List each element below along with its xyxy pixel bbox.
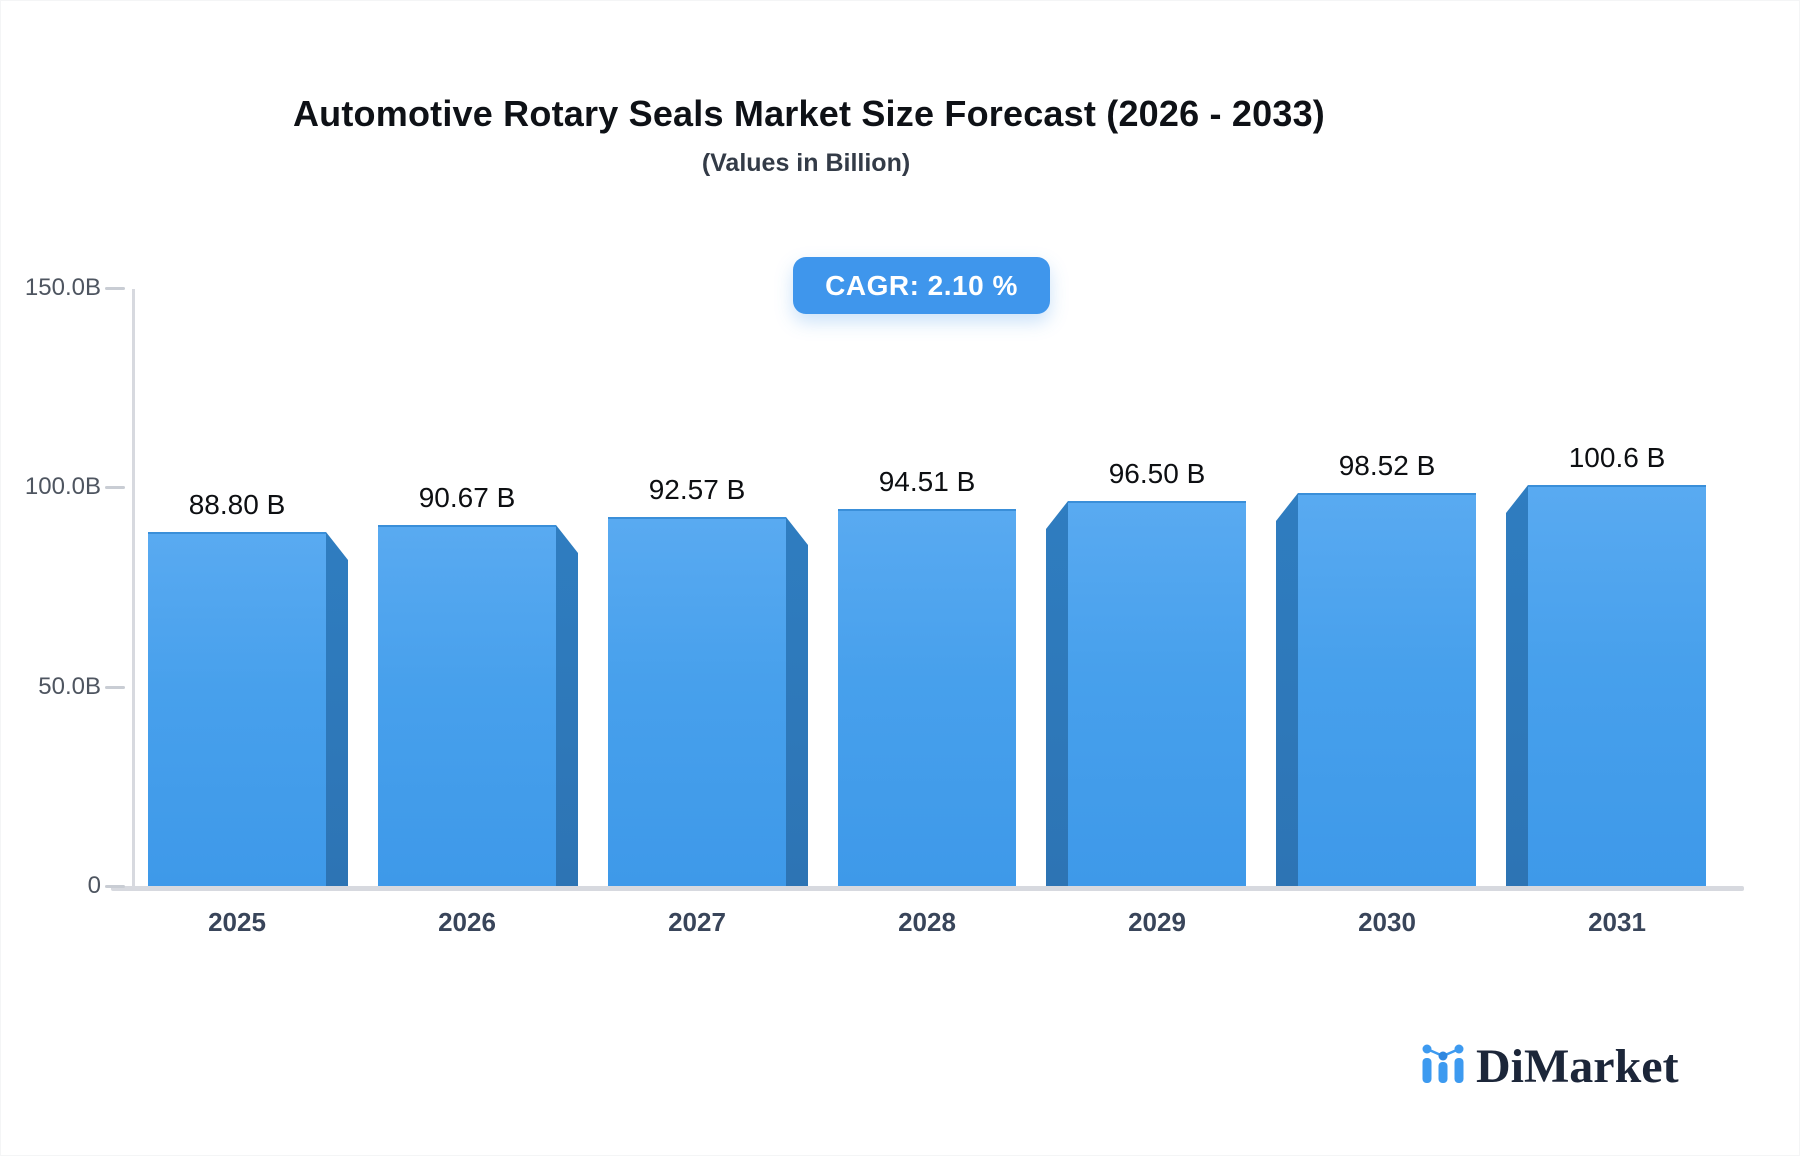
x-axis-line <box>111 886 1744 891</box>
bar-body <box>1068 501 1246 886</box>
y-axis-tick <box>105 287 125 290</box>
bar-side-face <box>326 532 348 886</box>
bar-side-face <box>1046 501 1068 886</box>
bar-side-face <box>1276 493 1298 886</box>
chart-title: Automotive Rotary Seals Market Size Fore… <box>292 93 1325 134</box>
bar-body <box>608 517 786 886</box>
bar-group <box>148 532 348 886</box>
y-axis-label: 100.0B <box>24 473 101 501</box>
chart-subtitle: (Values in Billion) <box>701 149 911 177</box>
x-axis-label: 2030 <box>1358 907 1416 937</box>
bar-body <box>838 509 1016 886</box>
y-axis-tick <box>105 685 125 689</box>
bar-group <box>378 525 578 886</box>
y-axis-label: 0 <box>87 872 101 899</box>
cagr-badge: CAGR: 2.10 % <box>793 257 1050 314</box>
x-axis-label: 2027 <box>668 907 726 937</box>
dimarket-logo: DiMarket <box>1420 1041 1679 1093</box>
y-axis-label: 150.0B <box>24 274 101 301</box>
bar-value-label: 92.57 B <box>648 474 746 505</box>
bar-group <box>1046 501 1246 886</box>
y-axis-tick <box>105 486 125 490</box>
bar-group <box>1506 485 1706 886</box>
dimarket-logo-icon <box>1422 1044 1464 1083</box>
bar-body <box>1298 493 1476 886</box>
bar-body <box>378 525 556 886</box>
bar-value-label: 90.67 B <box>418 482 516 513</box>
x-axis-label: 2026 <box>438 907 496 937</box>
bar-side-face <box>1506 485 1528 886</box>
bar-group <box>608 517 808 886</box>
bar-value-label: 88.80 B <box>188 489 286 520</box>
x-axis-label: 2028 <box>898 907 956 937</box>
y-axis-tick <box>105 885 125 888</box>
bar-side-face <box>556 525 578 886</box>
x-axis-label: 2029 <box>1128 907 1186 937</box>
bar-value-label: 94.51 B <box>878 466 976 497</box>
bar-body <box>148 532 326 886</box>
cagr-badge-label: CAGR: 2.10 % <box>825 269 1018 301</box>
bar-side-face <box>786 517 808 886</box>
bar-value-label: 100.6 B <box>1568 442 1666 473</box>
x-axis-label: 2031 <box>1588 907 1646 937</box>
bar-body <box>1528 485 1706 886</box>
x-axis-label: 2025 <box>208 907 266 937</box>
bar-group <box>1276 493 1476 886</box>
y-axis-label: 50.0B <box>38 672 101 700</box>
bar-value-label: 96.50 B <box>1108 458 1206 489</box>
bar-value-label: 98.52 B <box>1338 450 1436 481</box>
dimarket-logo-text: DiMarket <box>1476 1040 1679 1093</box>
bar-group <box>838 509 1016 886</box>
y-axis-line <box>132 289 135 887</box>
